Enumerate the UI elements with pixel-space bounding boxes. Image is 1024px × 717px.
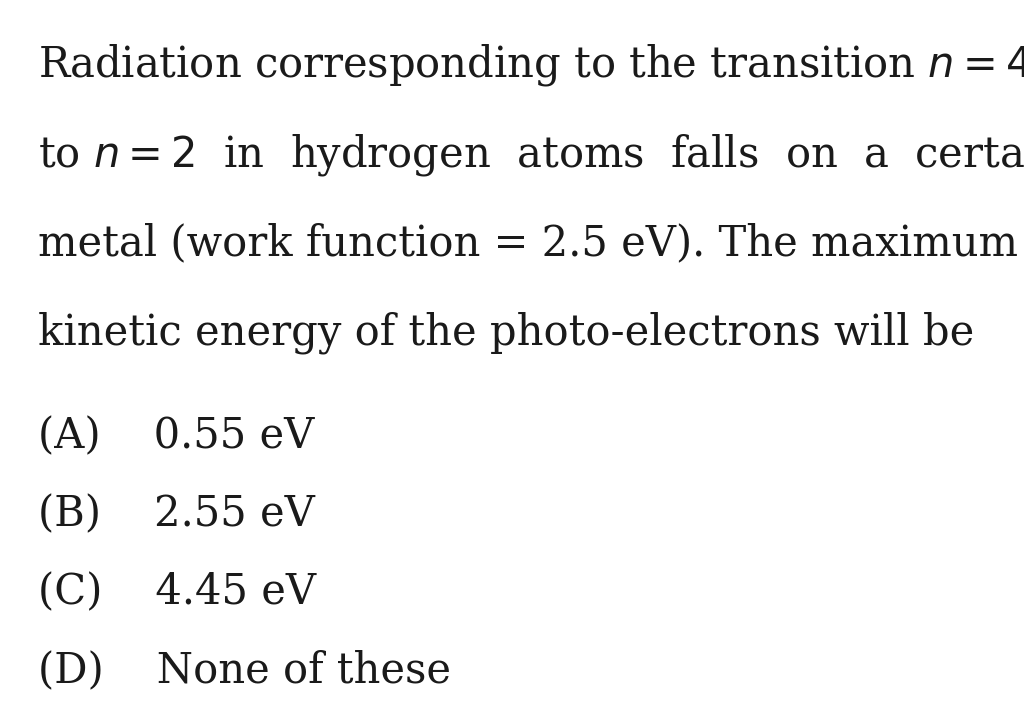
- Text: (A)    0.55 eV: (A) 0.55 eV: [38, 415, 314, 457]
- Text: (D)    None of these: (D) None of these: [38, 649, 451, 691]
- Text: metal (work function = 2.5 eV). The maximum: metal (work function = 2.5 eV). The maxi…: [38, 222, 1018, 264]
- Text: to $n = 2$  in  hydrogen  atoms  falls  on  a  certain: to $n = 2$ in hydrogen atoms falls on a …: [38, 132, 1024, 178]
- Text: (C)    4.45 eV: (C) 4.45 eV: [38, 571, 316, 613]
- Text: Radiation corresponding to the transition $n = 4$: Radiation corresponding to the transitio…: [38, 42, 1024, 88]
- Text: kinetic energy of the photo-electrons will be: kinetic energy of the photo-electrons wi…: [38, 312, 974, 354]
- Text: (B)    2.55 eV: (B) 2.55 eV: [38, 493, 314, 535]
